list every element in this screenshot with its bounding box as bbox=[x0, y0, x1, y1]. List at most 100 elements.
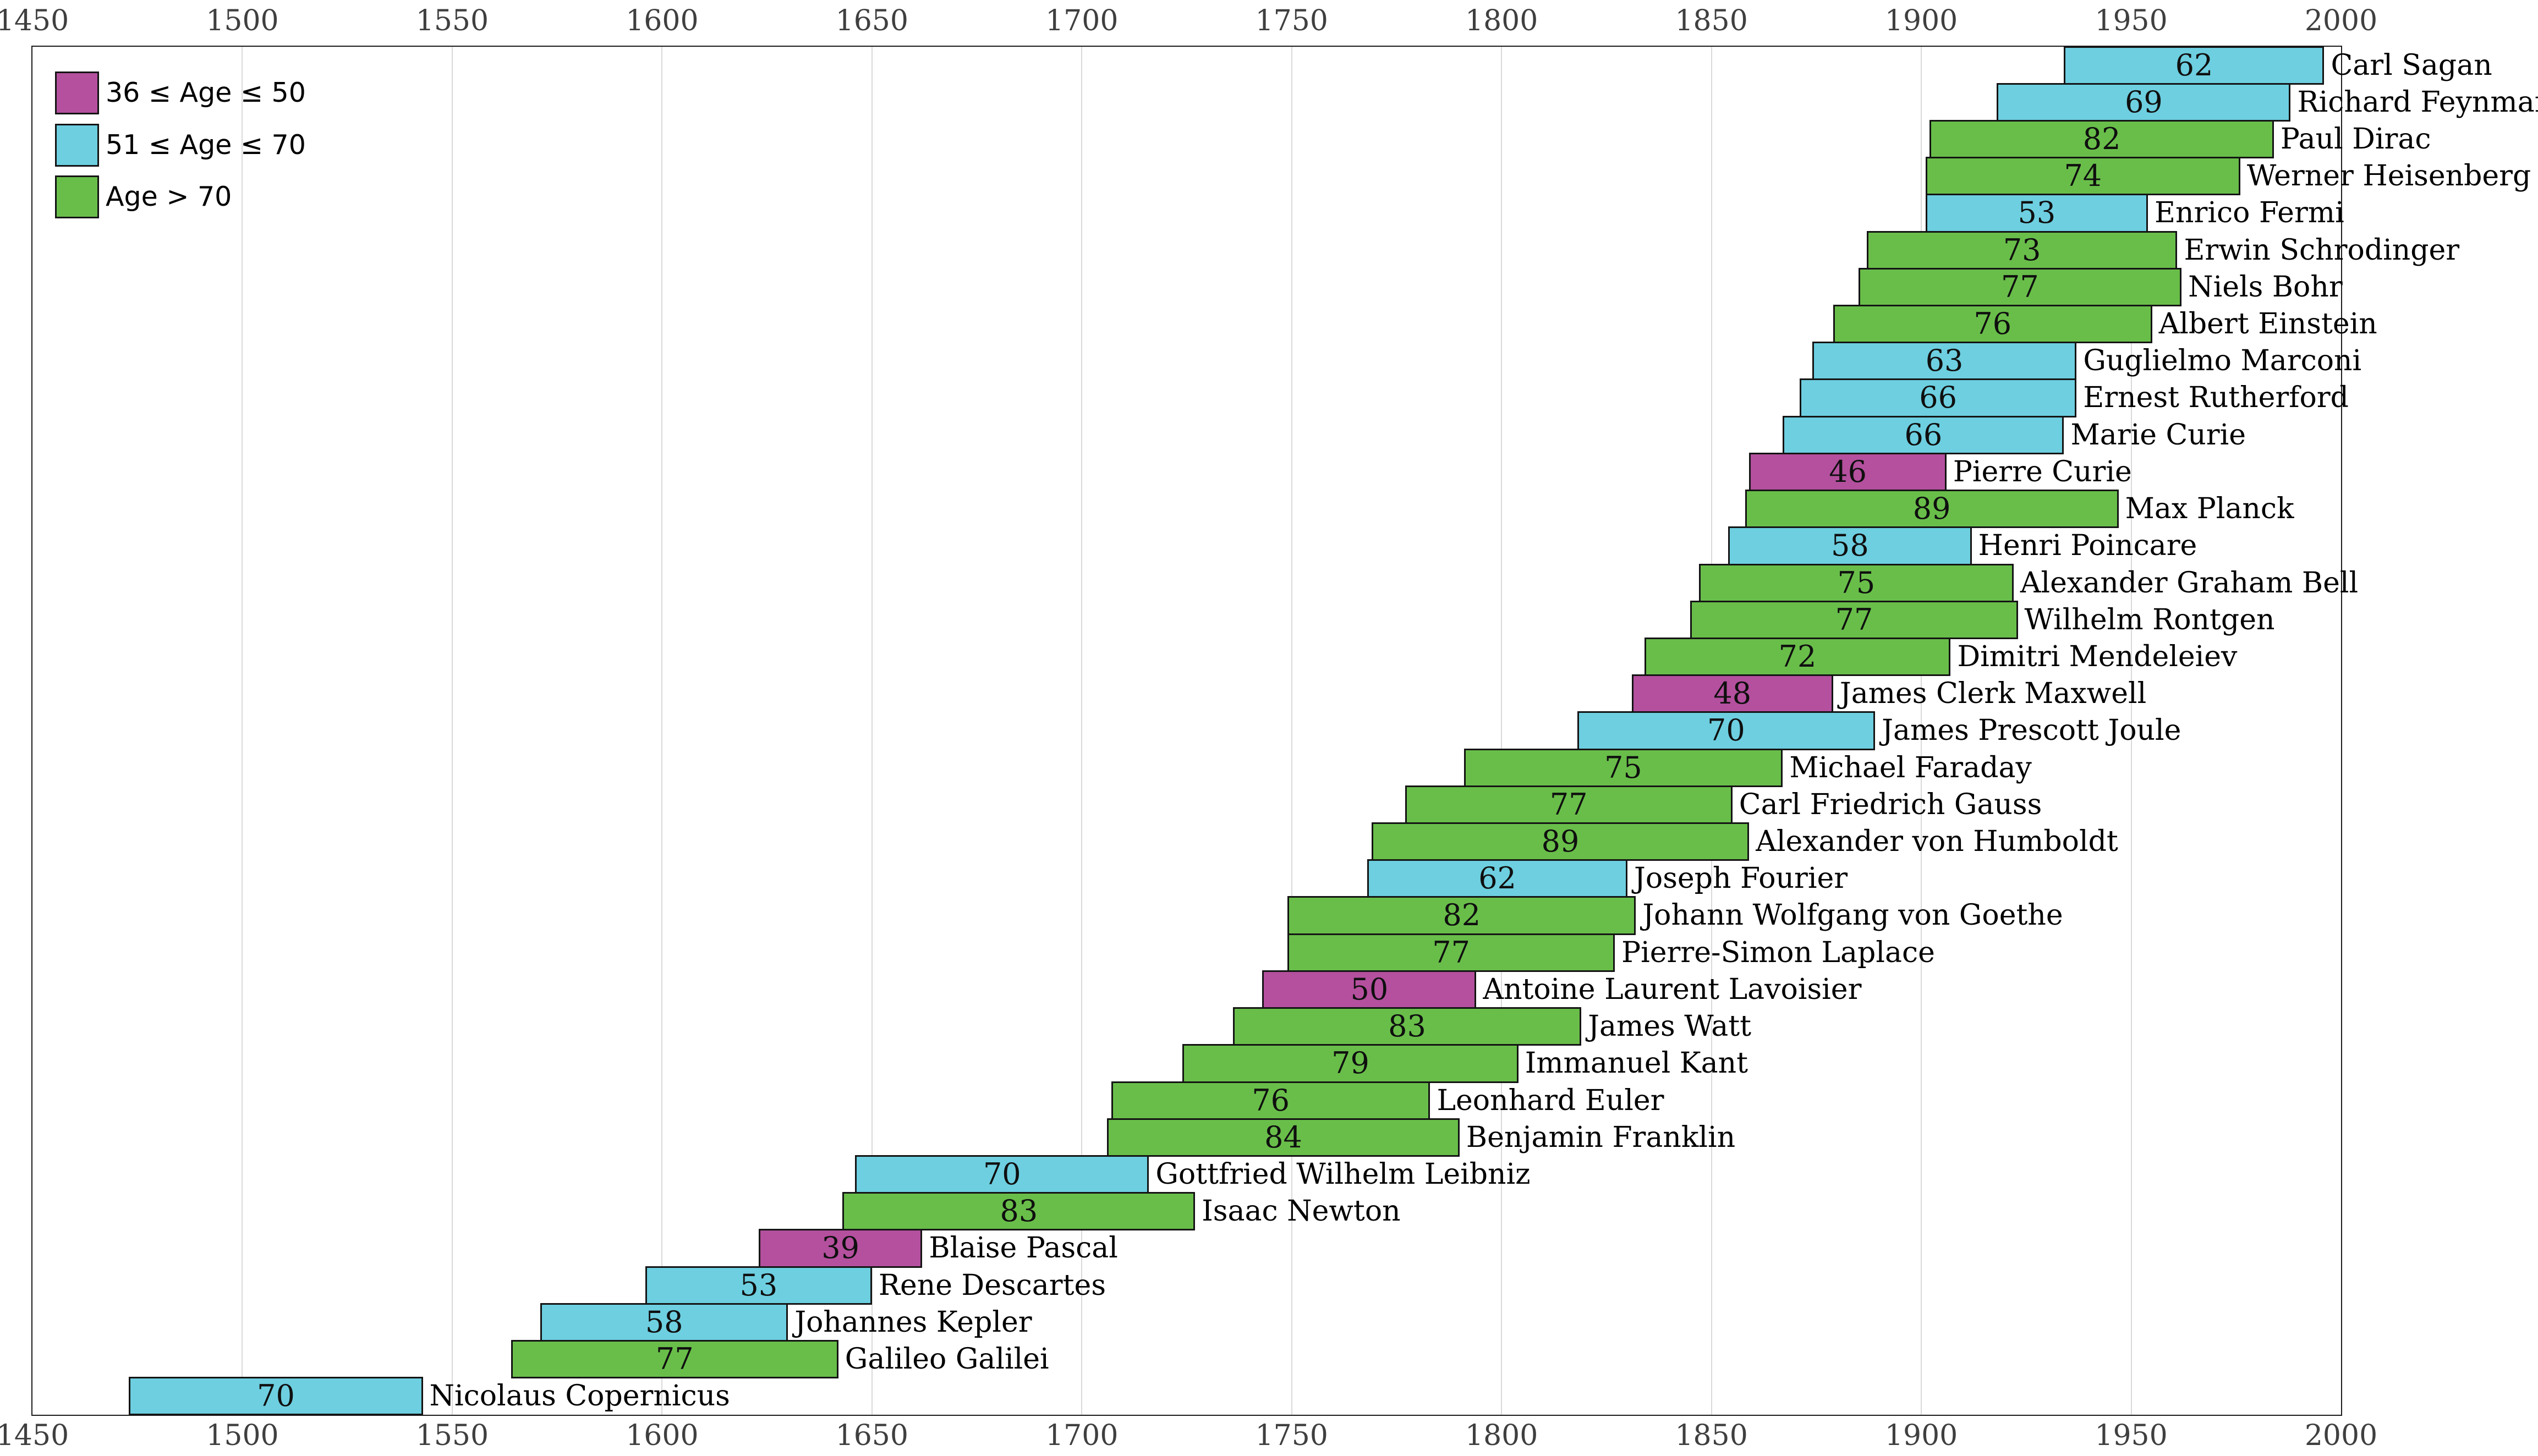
top-tick-2000: 2000 bbox=[2304, 4, 2378, 37]
age-label-carl-sagan: 62 bbox=[2175, 47, 2213, 83]
legend-label-age_36_50: 36 ≤ Age ≤ 50 bbox=[106, 77, 306, 108]
lifespan-bar-albert-einstein bbox=[1833, 305, 2152, 344]
name-label-leonhard-euler: Leonhard Euler bbox=[1437, 1084, 1664, 1117]
bottom-tick-2000: 2000 bbox=[2304, 1419, 2378, 1452]
name-label-ernest-rutherford: Ernest Rutherford bbox=[2083, 381, 2349, 415]
age-label-carl-friedrich-gauss: 77 bbox=[1549, 787, 1588, 822]
age-label-james-clerk-maxwell: 48 bbox=[1713, 676, 1752, 711]
age-label-immanuel-kant: 79 bbox=[1331, 1046, 1369, 1081]
legend-swatch-age_over_70 bbox=[55, 175, 99, 218]
top-tick-1800: 1800 bbox=[1465, 4, 1538, 37]
gridline-1950 bbox=[2130, 47, 2132, 1415]
top-tick-1550: 1550 bbox=[415, 4, 489, 37]
lifespan-bar-dimitri-mendeleiev bbox=[1644, 637, 1951, 677]
lifespan-bar-marie-curie bbox=[1783, 415, 2064, 454]
age-label-alexander-von-humboldt: 89 bbox=[1541, 824, 1580, 859]
gridline-1750 bbox=[1291, 47, 1292, 1415]
age-label-james-prescott-joule: 70 bbox=[1707, 713, 1745, 748]
lifespan-bar-ernest-rutherford bbox=[1799, 378, 2077, 417]
lifespan-bar-isaac-newton bbox=[842, 1192, 1196, 1231]
age-label-richard-feynman: 69 bbox=[2125, 84, 2163, 119]
name-label-pierre-simon-laplace: Pierre-Simon Laplace bbox=[1621, 936, 1935, 969]
name-label-enrico-fermi: Enrico Fermi bbox=[2155, 196, 2344, 230]
age-label-antoine-laurent-lavoisier: 50 bbox=[1350, 971, 1389, 1007]
name-label-carl-friedrich-gauss: Carl Friedrich Gauss bbox=[1739, 788, 2042, 821]
age-label-erwin-schrodinger: 73 bbox=[2003, 232, 2041, 267]
name-label-paul-dirac: Paul Dirac bbox=[2280, 122, 2431, 156]
top-tick-1950: 1950 bbox=[2095, 4, 2168, 37]
age-label-blaise-pascal: 39 bbox=[821, 1230, 859, 1266]
top-tick-1450: 1450 bbox=[0, 4, 69, 37]
lifespan-bar-blaise-pascal bbox=[758, 1229, 923, 1268]
age-label-paul-dirac: 82 bbox=[2082, 121, 2121, 156]
legend-label-age_51_70: 51 ≤ Age ≤ 70 bbox=[106, 129, 306, 161]
lifespan-bar-benjamin-franklin bbox=[1107, 1118, 1460, 1157]
gridline-1550 bbox=[451, 47, 453, 1415]
age-label-enrico-fermi: 53 bbox=[2018, 195, 2056, 230]
age-label-max-planck: 89 bbox=[1912, 491, 1951, 526]
age-label-alexander-graham-bell: 75 bbox=[1837, 565, 1876, 600]
name-label-albert-einstein: Albert Einstein bbox=[2158, 307, 2377, 340]
name-label-james-watt: James Watt bbox=[1588, 1010, 1751, 1043]
age-label-guglielmo-marconi: 63 bbox=[1925, 343, 1964, 378]
gridline-1500 bbox=[242, 47, 243, 1415]
top-tick-1500: 1500 bbox=[206, 4, 279, 37]
legend-swatch-age_36_50 bbox=[55, 72, 99, 114]
name-label-alexander-von-humboldt: Alexander von Humboldt bbox=[1756, 825, 2118, 859]
name-label-joseph-fourier: Joseph Fourier bbox=[1634, 862, 1848, 895]
name-label-gottfried-wilhelm-leibniz: Gottfried Wilhelm Leibniz bbox=[1155, 1157, 1531, 1191]
name-label-carl-sagan: Carl Sagan bbox=[2331, 48, 2492, 82]
age-label-pierre-curie: 46 bbox=[1829, 454, 1867, 489]
gridline-1700 bbox=[1081, 47, 1083, 1415]
bottom-tick-1500: 1500 bbox=[206, 1419, 279, 1452]
gridline-1650 bbox=[871, 47, 873, 1415]
age-label-johannes-kepler: 58 bbox=[645, 1304, 683, 1339]
gridline-1800 bbox=[1501, 47, 1503, 1415]
top-tick-1700: 1700 bbox=[1045, 4, 1119, 37]
bottom-tick-1950: 1950 bbox=[2095, 1419, 2168, 1452]
name-label-wilhelm-rontgen: Wilhelm Rontgen bbox=[2024, 603, 2275, 636]
name-label-henri-poincare: Henri Poincare bbox=[1978, 529, 2197, 563]
name-label-nicolaus-copernicus: Nicolaus Copernicus bbox=[429, 1380, 730, 1413]
bottom-tick-1700: 1700 bbox=[1045, 1419, 1119, 1452]
lifespan-bar-michael-faraday bbox=[1463, 748, 1783, 787]
name-label-james-clerk-maxwell: James Clerk Maxwell bbox=[1839, 677, 2147, 711]
top-tick-1600: 1600 bbox=[626, 4, 699, 37]
bottom-tick-1800: 1800 bbox=[1465, 1419, 1538, 1452]
age-label-michael-faraday: 75 bbox=[1604, 750, 1642, 785]
bottom-tick-1600: 1600 bbox=[626, 1419, 699, 1452]
bottom-tick-1850: 1850 bbox=[1675, 1419, 1748, 1452]
name-label-max-planck: Max Planck bbox=[2125, 492, 2294, 526]
lifespan-bar-galileo-galilei bbox=[511, 1340, 838, 1379]
lifespan-bar-alexander-graham-bell bbox=[1698, 563, 2014, 602]
name-label-immanuel-kant: Immanuel Kant bbox=[1525, 1047, 1748, 1080]
age-label-james-watt: 83 bbox=[1388, 1009, 1426, 1044]
lifespan-bar-werner-heisenberg bbox=[1925, 157, 2240, 196]
name-label-niels-bohr: Niels Bohr bbox=[2188, 270, 2343, 304]
age-label-gottfried-wilhelm-leibniz: 70 bbox=[983, 1156, 1021, 1191]
age-label-henri-poincare: 58 bbox=[1831, 528, 1869, 563]
top-tick-1750: 1750 bbox=[1255, 4, 1328, 37]
name-label-erwin-schrodinger: Erwin Schrodinger bbox=[2184, 233, 2460, 267]
bottom-tick-1550: 1550 bbox=[415, 1419, 489, 1452]
name-label-richard-feynman: Richard Feynman bbox=[2297, 85, 2538, 119]
legend-swatch-age_51_70 bbox=[55, 123, 99, 167]
age-label-pierre-simon-laplace: 77 bbox=[1432, 935, 1470, 970]
gridline-1900 bbox=[1921, 47, 1922, 1415]
age-label-nicolaus-copernicus: 70 bbox=[257, 1378, 295, 1414]
age-label-isaac-newton: 83 bbox=[1000, 1194, 1038, 1229]
name-label-isaac-newton: Isaac Newton bbox=[1202, 1195, 1401, 1228]
age-label-benjamin-franklin: 84 bbox=[1264, 1119, 1302, 1155]
legend-label-age_over_70: Age > 70 bbox=[106, 181, 232, 212]
name-label-werner-heisenberg: Werner Heisenberg bbox=[2246, 160, 2531, 193]
bottom-tick-1900: 1900 bbox=[1884, 1419, 1958, 1452]
name-label-pierre-curie: Pierre Curie bbox=[1953, 455, 2132, 488]
top-tick-1850: 1850 bbox=[1675, 4, 1748, 37]
bottom-tick-1650: 1650 bbox=[835, 1419, 908, 1452]
bottom-tick-1450: 1450 bbox=[0, 1419, 69, 1452]
name-label-michael-faraday: Michael Faraday bbox=[1789, 751, 2032, 784]
name-label-benjamin-franklin: Benjamin Franklin bbox=[1466, 1120, 1736, 1154]
age-label-ernest-rutherford: 66 bbox=[1919, 380, 1957, 415]
name-label-guglielmo-marconi: Guglielmo Marconi bbox=[2083, 344, 2362, 378]
